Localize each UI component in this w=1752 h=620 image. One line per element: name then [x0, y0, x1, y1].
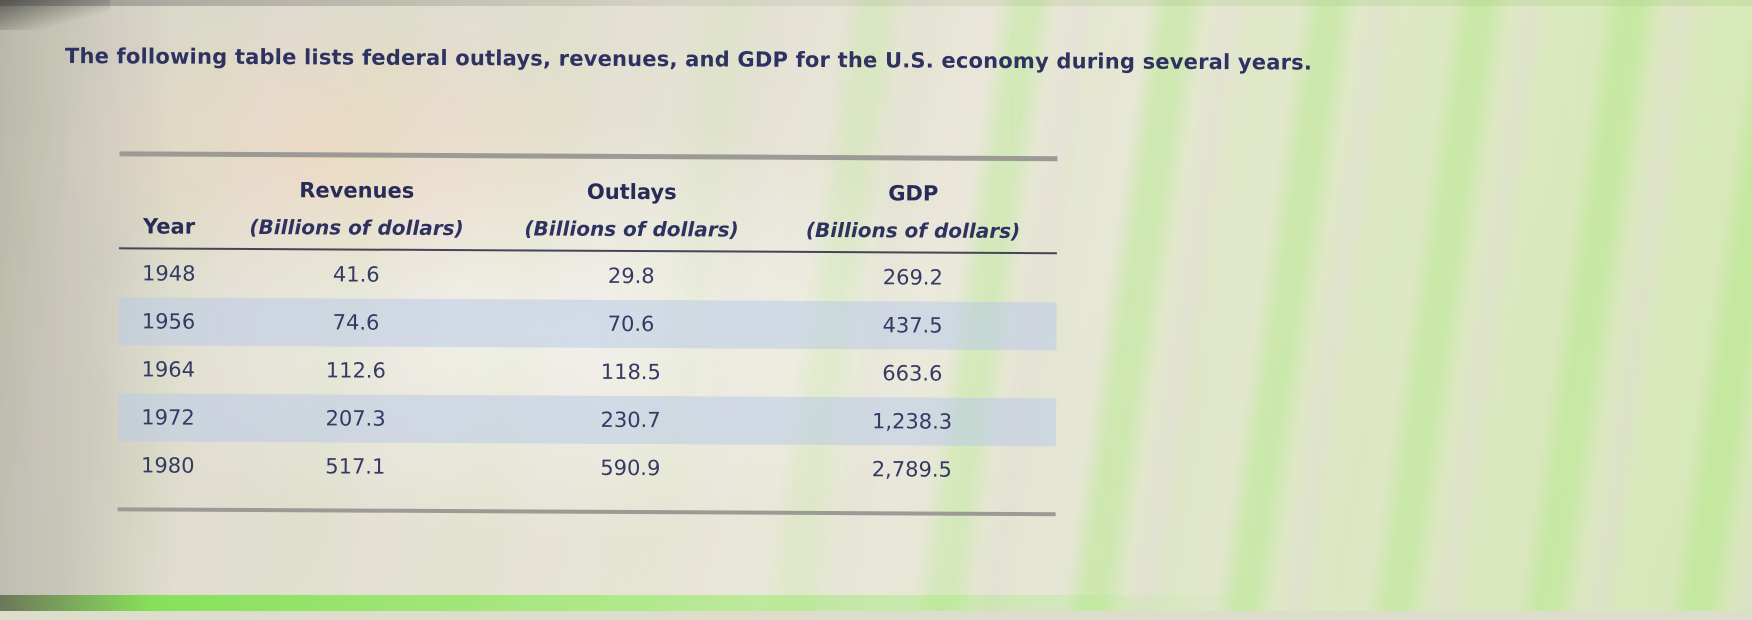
table-row-1956: 1956 74.6 70.6 437.5	[118, 297, 1057, 351]
table-row-1964: 1964 112.6 118.5 663.6	[118, 345, 1056, 398]
outlays-cell: 29.8	[607, 263, 655, 289]
outlays-cell: 70.6	[607, 311, 655, 337]
gdp-header-label: GDP	[888, 181, 939, 206]
year-header-label: Year	[142, 214, 196, 239]
table-row-1972: 1972 207.3 230.7 1,238.3	[117, 393, 1057, 447]
gdp-cell: 2,789.5	[871, 457, 952, 482]
top-edge-shadow	[0, 0, 1752, 6]
column-header-year: Year	[119, 214, 219, 239]
revenues-cell: 74.6	[332, 310, 380, 335]
revenues-header-units: (Billions of dollars)	[249, 214, 464, 241]
gdp-header-units: (Billions of dollars)	[805, 217, 1021, 244]
outlays-header-label: Outlays	[586, 179, 677, 205]
question-intro-text: The following table lists federal outlay…	[64, 44, 1313, 75]
revenues-cell: 517.1	[325, 454, 386, 479]
outlays-cell: 118.5	[600, 359, 661, 385]
table-row-1948: 1948 41.6 29.8 269.2	[119, 249, 1057, 302]
revenues-cell: 207.3	[325, 406, 386, 431]
column-header-revenues: Revenues (Billions of dollars)	[219, 177, 494, 240]
column-header-gdp: GDP (Billions of dollars)	[769, 180, 1057, 244]
outlays-cell: 590.9	[600, 455, 661, 481]
year-cell: 1964	[141, 357, 196, 382]
year-cell: 1948	[142, 261, 196, 286]
year-cell: 1972	[141, 405, 195, 430]
gdp-cell: 663.6	[882, 361, 943, 386]
column-header-outlays: Outlays (Billions of dollars)	[494, 178, 769, 242]
gdp-cell: 269.2	[882, 265, 943, 290]
revenues-header-label: Revenues	[299, 178, 415, 203]
year-cell: 1980	[141, 453, 195, 478]
table-bottom-rule	[117, 507, 1056, 517]
revenues-cell: 112.6	[325, 358, 386, 383]
bottom-green-glare	[0, 595, 1262, 611]
table-row-1980: 1980 517.1 590.9 2,789.5	[118, 441, 1056, 494]
outlays-header-units: (Billions of dollars)	[524, 216, 739, 242]
table-header-row: Year Revenues (Billions of dollars) Outl…	[118, 156, 1058, 255]
revenues-cell: 41.6	[332, 262, 380, 287]
gdp-cell: 1,238.3	[871, 409, 953, 434]
gdp-cell: 437.5	[882, 313, 943, 338]
top-left-shadow	[0, 0, 110, 30]
federal-budget-table: Year Revenues (Billions of dollars) Outl…	[117, 151, 1058, 517]
outlays-cell: 230.7	[600, 407, 661, 433]
year-cell: 1956	[141, 309, 196, 334]
